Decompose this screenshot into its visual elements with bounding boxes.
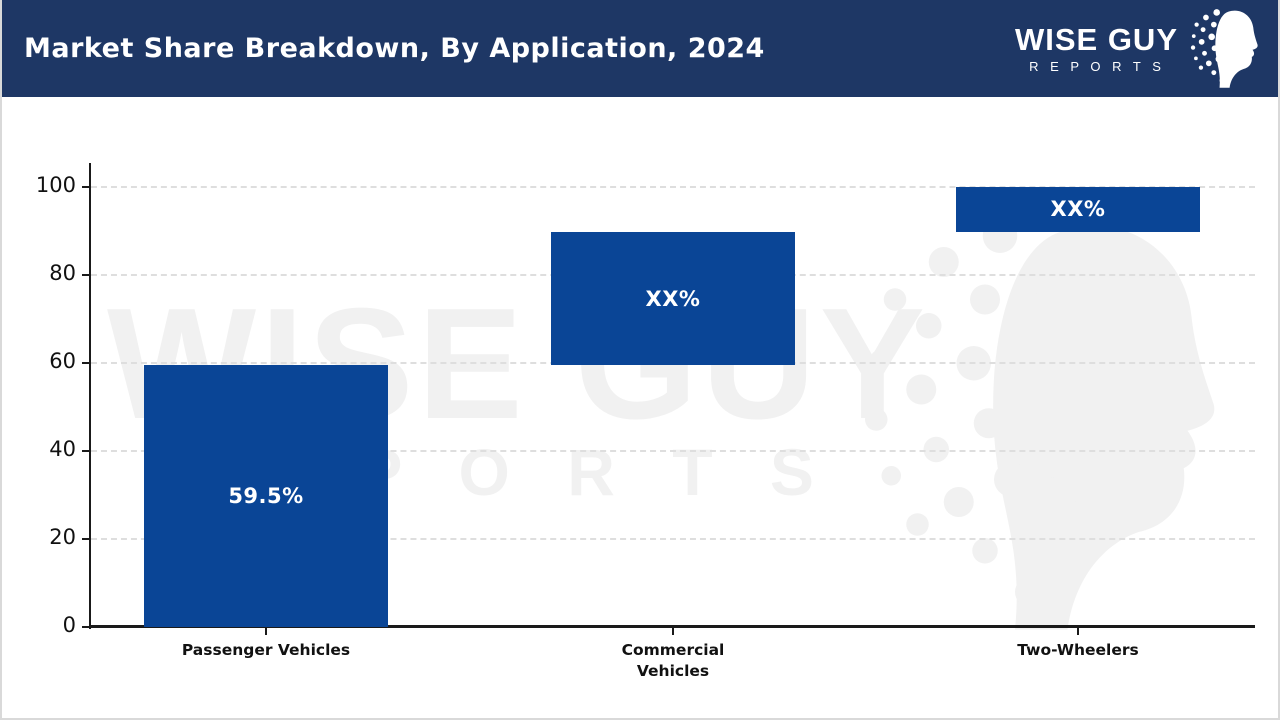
watermark-face-icon [865,218,1215,630]
chart-region: WISE GUY R E P O R T S 0 20 40 60 80 100 59.5%… [2,97,1278,718]
y-tick-label-60: 60 [49,349,76,373]
y-tick-mark-0 [82,626,90,628]
x-tick-mark-passenger-vehicles [265,628,267,635]
gridline-20 [91,538,1255,540]
header-bar: Market Share Breakdown, By Application, … [2,0,1278,97]
page-title: Market Share Breakdown, By Application, … [24,33,765,64]
logo-wordmark: WISE GUY [1014,21,1178,57]
y-tick-label-20: 20 [49,525,76,549]
y-tick-label-0: 0 [62,613,76,637]
gridline-100 [91,186,1255,188]
y-tick-label-80: 80 [49,261,76,285]
y-tick-mark-40 [82,450,90,452]
y-tick-label-100: 100 [35,173,76,197]
logo-subtitle: R E P O R T S [1029,58,1164,74]
bar-commercial-vehicles: XX% [551,231,795,366]
y-tick-mark-60 [82,362,90,364]
x-tick-mark-commercial-vehicles [672,628,674,635]
bar-value-label-two-wheelers: XX% [1050,197,1106,222]
bar-value-label-passenger-vehicles: 59.5% [228,484,304,509]
y-tick-label-40: 40 [49,437,76,461]
x-tick-mark-two-wheelers [1077,628,1079,635]
plot-area: 0 20 40 60 80 100 59.5% Passenger Vehicles XX% Co… [2,97,1278,718]
bar-passenger-vehicles: 59.5% [144,365,388,627]
y-tick-mark-20 [82,538,90,540]
logo-text: WISE GUY R E P O R T S [1015,24,1178,74]
bar-value-label-commercial-vehicles: XX% [645,286,701,311]
gridline-40 [91,450,1255,452]
y-axis-line [89,163,91,629]
x-axis-line [89,625,1255,628]
x-category-label-two-wheelers: Two-Wheelers [1017,641,1139,659]
logo-face-icon [1190,8,1258,88]
x-category-label-commercial-vehicles: Commercial Vehicles [621,641,725,680]
y-tick-mark-80 [82,274,90,276]
y-tick-mark-100 [82,186,90,188]
wise-guy-logo: WISE GUY R E P O R T S [1015,6,1260,92]
bar-two-wheelers: XX% [956,187,1200,232]
x-category-label-passenger-vehicles: Passenger Vehicles [181,641,351,659]
